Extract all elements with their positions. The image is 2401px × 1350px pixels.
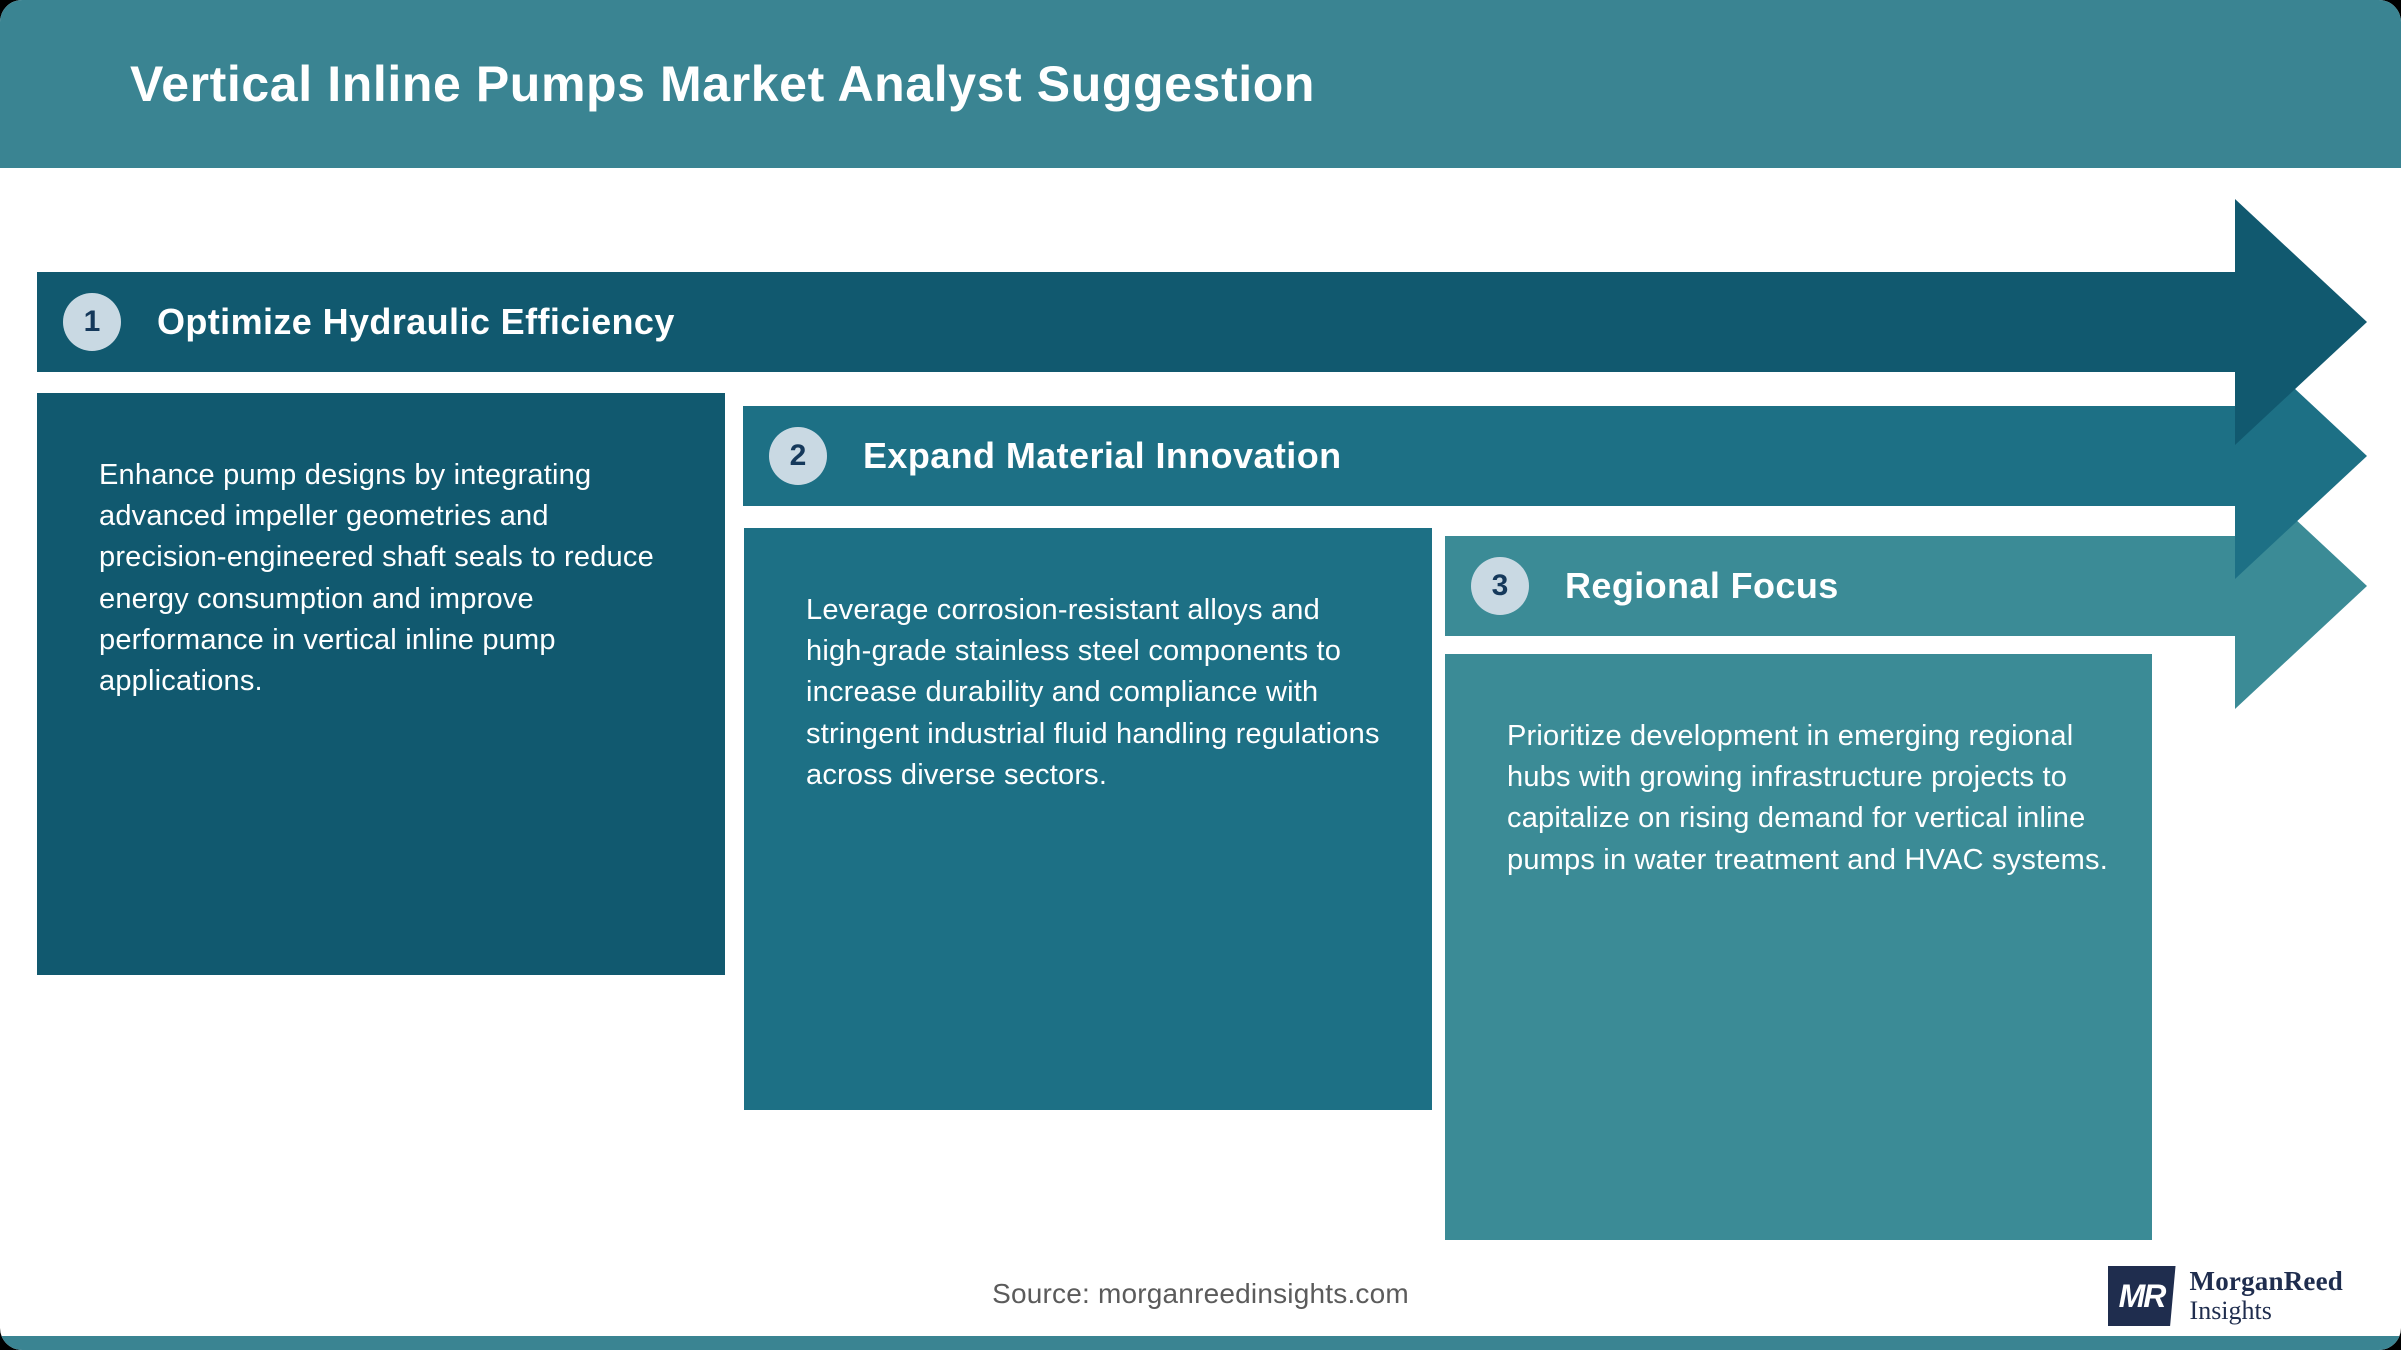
logo-text: MorganReed Insights — [2190, 1267, 2343, 1324]
step-banner-3: 3 Regional Focus — [1445, 536, 2235, 636]
step-banner-1: 1 Optimize Hydraulic Efficiency — [37, 272, 2235, 372]
bottom-accent-bar — [0, 1336, 2401, 1350]
step-3-description-box: Prioritize development in emerging regio… — [1445, 654, 2152, 1240]
step-banner-2: 2 Expand Material Innovation — [743, 406, 2235, 506]
step-3-number-badge: 3 — [1471, 557, 1529, 615]
step-3-description: Prioritize development in emerging regio… — [1507, 720, 2108, 876]
logo-mark-icon: MR — [2107, 1266, 2176, 1326]
step-2-description: Leverage corrosion-resistant alloys and … — [806, 594, 1380, 791]
step-2-number-badge: 2 — [769, 427, 827, 485]
step-3-title: Regional Focus — [1565, 565, 1839, 606]
header-bar: Vertical Inline Pumps Market Analyst Sug… — [0, 0, 2401, 168]
page-title: Vertical Inline Pumps Market Analyst Sug… — [130, 56, 1315, 112]
step-1-number-badge: 1 — [63, 293, 121, 351]
brand-logo: MR MorganReed Insights — [2107, 1266, 2343, 1326]
step-1-title: Optimize Hydraulic Efficiency — [157, 301, 675, 342]
brand-name: MorganReed — [2189, 1266, 2343, 1297]
source-text: Source: morganreedinsights.com — [992, 1278, 1409, 1309]
brand-subname: Insights — [2189, 1295, 2272, 1325]
step-2-description-box: Leverage corrosion-resistant alloys and … — [744, 528, 1432, 1110]
step-1-description-box: Enhance pump designs by integrating adva… — [37, 393, 725, 975]
step-2-title: Expand Material Innovation — [863, 435, 1342, 476]
step-1-description: Enhance pump designs by integrating adva… — [99, 459, 654, 697]
step-1-arrow-head-icon — [2235, 199, 2367, 445]
